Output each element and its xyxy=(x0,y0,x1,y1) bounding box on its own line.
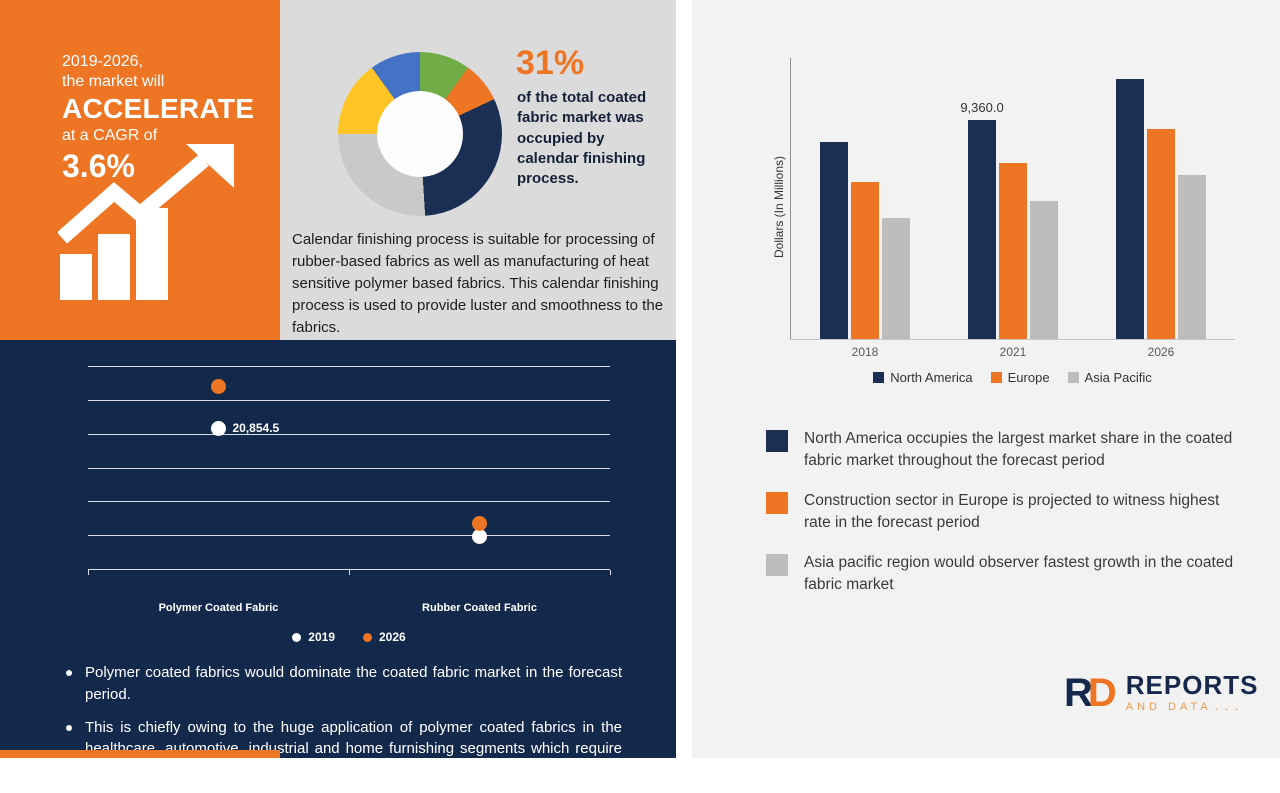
segment-chart-panel: 20,854.5 Polymer Coated Fabric Rubber Co… xyxy=(0,340,676,779)
reports-and-data-logo: R D REPORTS AND DATA. . . xyxy=(1064,672,1258,713)
legend-item-2026: 2026 xyxy=(363,630,406,644)
legend-label-2026: 2026 xyxy=(379,630,406,644)
bar-group-2018: 2018 xyxy=(820,58,910,359)
axis-tick xyxy=(88,570,89,575)
bar-category-label: 2021 xyxy=(999,345,1027,359)
legend-label-2019: 2019 xyxy=(308,630,335,644)
legend-swatch-north-america xyxy=(873,372,885,383)
bar-europe-2021 xyxy=(999,163,1027,339)
donut-headline: of the total coated fabric market was oc… xyxy=(517,89,647,187)
logo-letter-d: D xyxy=(1087,670,1117,715)
regional-insights-list: North America occupies the largest marke… xyxy=(766,428,1238,614)
accelerate-text: ACCELERATE xyxy=(62,93,255,124)
legend-swatch-asia-pacific xyxy=(1067,372,1079,383)
logo-name: REPORTS xyxy=(1125,670,1259,700)
gridline xyxy=(88,400,610,401)
axis-tick xyxy=(349,570,350,575)
list-item: Polymer coated fabrics would dominate th… xyxy=(66,662,622,706)
bar-group-2026: 2026 xyxy=(1116,58,1206,359)
insight-text: North America occupies the largest marke… xyxy=(804,430,1233,469)
insight-square-asia-pacific xyxy=(766,554,788,576)
dot-chart-legend: 2019 2026 xyxy=(88,630,610,644)
insight-text: Asia pacific region would observer faste… xyxy=(804,554,1234,593)
bar-asia-pacific-2026 xyxy=(1178,175,1206,339)
logo-tagline-text: AND DATA xyxy=(1125,701,1212,713)
legend-swatch-europe xyxy=(990,372,1002,383)
list-item: North America occupies the largest marke… xyxy=(766,428,1238,472)
dot-chart-category-axis: Polymer Coated Fabric Rubber Coated Fabr… xyxy=(88,602,610,616)
gridline xyxy=(88,366,610,367)
bar-europe-2018 xyxy=(851,182,879,339)
bar-asia-pacific-2021 xyxy=(1030,200,1058,339)
insight-square-europe xyxy=(766,492,788,514)
legend-label-europe: Europe xyxy=(1007,370,1050,385)
data-point-label: 20,854.5 xyxy=(232,421,280,436)
cagr-highlight-panel: 2019-2026, the market will ACCELERATE at… xyxy=(0,0,280,340)
finishing-process-panel: 31% of the total coated fabric market wa… xyxy=(280,0,676,340)
category-label-rubber: Rubber Coated Fabric xyxy=(422,602,537,614)
cagr-text-line-2: at a CAGR of xyxy=(62,126,158,144)
axis-tick xyxy=(610,570,611,575)
gridline xyxy=(88,468,610,469)
bar-asia-pacific-2018 xyxy=(882,218,910,339)
donut-chart-hole xyxy=(377,91,463,177)
list-item: Construction sector in Europe is project… xyxy=(766,490,1238,534)
logo-letter-r: R xyxy=(1064,670,1093,715)
data-point-2026-polymer xyxy=(211,378,226,394)
list-item: Asia pacific region would observer faste… xyxy=(766,552,1238,596)
legend-label-asia-pacific: Asia Pacific xyxy=(1084,370,1152,385)
insight-square-north-america xyxy=(766,430,788,452)
legend-dot-2026 xyxy=(363,632,372,642)
gridline xyxy=(88,434,610,435)
category-label-polymer: Polymer Coated Fabric xyxy=(158,602,279,614)
dot-chart-plot: 20,854.5 xyxy=(88,366,611,575)
logo-text: REPORTS AND DATA. . . xyxy=(1126,672,1259,713)
logo-tagline: AND DATA. . . xyxy=(1126,701,1259,713)
logo-tagline-dots: . . . xyxy=(1214,701,1241,713)
legend-label-north-america: North America xyxy=(890,370,973,385)
donut-chart xyxy=(338,52,502,216)
key-findings-list: Polymer coated fabrics would dominate th… xyxy=(66,662,622,793)
growth-arrow-icon xyxy=(58,144,234,300)
cagr-text-line-1: the market will xyxy=(62,73,165,90)
bar-category-label: 2018 xyxy=(851,345,879,359)
bar-europe-2026 xyxy=(1147,129,1175,339)
regional-panel: Dollars (In Millions) 2018 9,360.0 2021 202… xyxy=(692,0,1280,758)
gridline xyxy=(88,535,610,536)
bullet-dot-icon xyxy=(66,670,72,676)
bar-chart-plot: 2018 9,360.0 2021 2026 xyxy=(790,58,1235,359)
finishing-process-paragraph: Calendar finishing process is suitable f… xyxy=(292,231,664,337)
data-point-2019-polymer xyxy=(211,420,226,436)
legend-item-asia-pacific: Asia Pacific xyxy=(1067,370,1152,385)
bullet-dot-icon xyxy=(66,724,72,731)
donut-percent-value: 31% xyxy=(516,44,585,82)
legend-dot-2019 xyxy=(292,632,302,642)
bar-chart-y-axis-label: Dollars (In Millions) xyxy=(772,155,786,258)
bar-data-label: 9,360.0 xyxy=(960,99,1004,115)
bar-north-america-2026 xyxy=(1116,79,1144,339)
bar-group-2021: 9,360.0 2021 xyxy=(960,58,1058,359)
bar-north-america-2018 xyxy=(820,142,848,339)
data-point-2026-rubber xyxy=(472,516,487,532)
bar-north-america-2021: 9,360.0 xyxy=(960,100,1004,339)
insight-text: Construction sector in Europe is project… xyxy=(804,492,1220,531)
legend-item-2019: 2019 xyxy=(292,630,335,644)
data-point-2019-rubber xyxy=(472,528,487,544)
cagr-value: 3.6% xyxy=(62,147,135,184)
bar-chart-legend: North America Europe Asia Pacific xyxy=(790,370,1235,385)
logo-mark-icon: R D xyxy=(1064,670,1117,715)
bottom-accent-strip xyxy=(0,750,280,758)
forecast-period: 2019-2026, xyxy=(62,53,143,70)
bar-category-label: 2026 xyxy=(1147,345,1175,359)
legend-item-north-america: North America xyxy=(873,370,973,385)
key-finding-text: Polymer coated fabrics would dominate th… xyxy=(85,664,622,703)
gridline xyxy=(88,569,610,570)
gridline xyxy=(88,501,610,502)
legend-item-europe: Europe xyxy=(990,370,1050,385)
